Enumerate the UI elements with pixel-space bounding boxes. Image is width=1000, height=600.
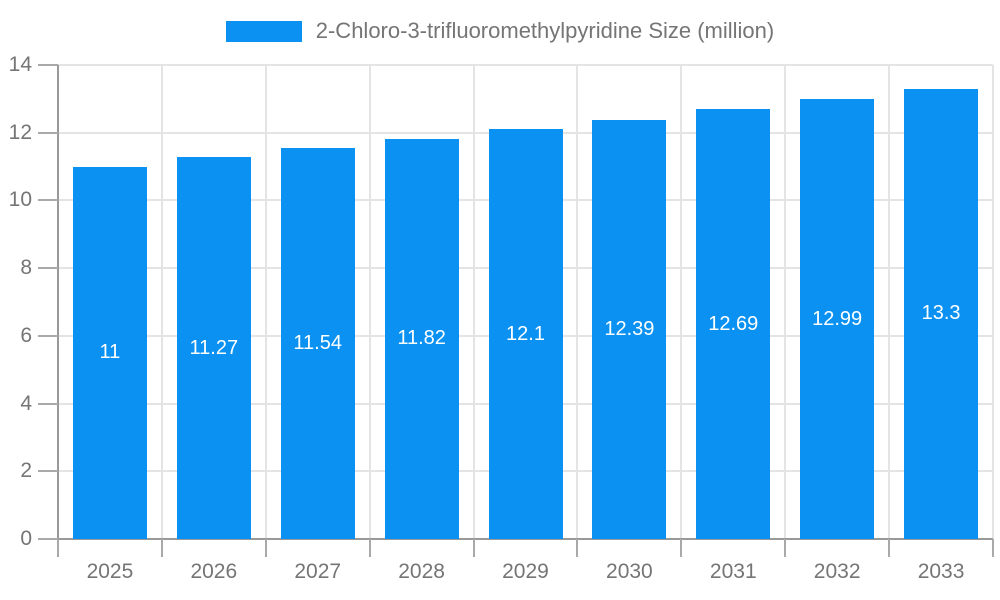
- gridline-vertical: [680, 65, 683, 539]
- x-axis-tick: [680, 539, 683, 557]
- gridline-vertical: [888, 65, 891, 539]
- x-tick-label-2029: 2029: [502, 560, 549, 583]
- legend-label[interactable]: 2-Chloro-3-trifluoromethylpyridine Size …: [315, 18, 775, 43]
- gridline-vertical: [576, 65, 579, 539]
- y-axis-tick: [38, 470, 58, 473]
- x-axis-line: [58, 538, 993, 540]
- y-axis-tick: [38, 131, 58, 134]
- bar-2025[interactable]: 11: [72, 166, 147, 539]
- y-tick-label: 2: [20, 459, 32, 483]
- bar-2032[interactable]: 12.99: [800, 99, 875, 539]
- bar-value-label: 11.27: [189, 336, 239, 359]
- legend-swatch[interactable]: [225, 20, 302, 42]
- x-tick-label-2031: 2031: [709, 560, 757, 583]
- bar-2029[interactable]: 12.1: [488, 129, 563, 539]
- y-tick-label: 8: [20, 256, 32, 280]
- y-tick-label: 10: [8, 188, 32, 212]
- y-axis-tick: [38, 267, 58, 270]
- y-axis-line: [57, 65, 59, 539]
- x-tick-label-2025: 2025: [86, 560, 134, 583]
- gridline-horizontal: [58, 64, 993, 66]
- gridline-vertical: [264, 65, 267, 539]
- bar-2033[interactable]: 13.3: [904, 88, 979, 539]
- y-axis-tick: [38, 402, 58, 405]
- bar-2030[interactable]: 12.39: [592, 119, 667, 539]
- y-tick-label: 0: [20, 527, 32, 550]
- x-axis-tick: [472, 539, 475, 557]
- x-tick-label-2032: 2032: [813, 560, 861, 583]
- y-tick-label: 14: [8, 53, 32, 76]
- x-tick-label-2028: 2028: [398, 560, 445, 583]
- bar-value-label: 13.3: [921, 302, 961, 325]
- y-tick-label: 6: [20, 323, 32, 347]
- x-axis-tick: [576, 539, 579, 557]
- x-tick-label-2027: 2027: [294, 560, 342, 583]
- bar-2028[interactable]: 11.82: [384, 138, 459, 539]
- bar-value-label: 12.99: [812, 307, 863, 330]
- x-axis-tick: [888, 539, 891, 557]
- x-tick-label-2026: 2026: [190, 560, 238, 583]
- bar-value-label: 12.69: [708, 312, 759, 335]
- bar-value-label: 11.82: [397, 327, 446, 350]
- bar-value-label: 12.1: [506, 322, 545, 345]
- gridline-vertical: [992, 65, 994, 539]
- x-axis-tick: [992, 539, 994, 557]
- x-tick-label-2030: 2030: [606, 560, 653, 583]
- bar-value-label: 11.54: [293, 332, 342, 355]
- x-axis-tick: [784, 539, 787, 557]
- bar-2027[interactable]: 11.54: [280, 148, 355, 539]
- bar-value-label: 12.39: [604, 317, 655, 340]
- gridline-vertical: [160, 65, 163, 539]
- y-tick-label: 12: [8, 120, 32, 144]
- gridline-vertical: [368, 65, 371, 539]
- x-axis-tick: [57, 539, 59, 557]
- y-axis-tick: [38, 334, 58, 337]
- x-axis-tick: [160, 539, 163, 557]
- bar-2031[interactable]: 12.69: [696, 109, 771, 539]
- x-axis-tick: [264, 539, 267, 557]
- bar-2026[interactable]: 11.27: [176, 157, 251, 539]
- x-tick-label-2033: 2033: [917, 560, 965, 583]
- x-axis-tick: [368, 539, 371, 557]
- gridline-vertical: [472, 65, 475, 539]
- legend[interactable]: 2-Chloro-3-trifluoromethylpyridine Size …: [0, 18, 1000, 44]
- y-tick-label: 4: [20, 391, 32, 415]
- y-axis-tick: [38, 538, 58, 540]
- y-axis-tick: [38, 199, 58, 202]
- gridline-vertical: [784, 65, 787, 539]
- y-axis-tick: [38, 64, 58, 66]
- bar-value-label: 11: [99, 341, 121, 364]
